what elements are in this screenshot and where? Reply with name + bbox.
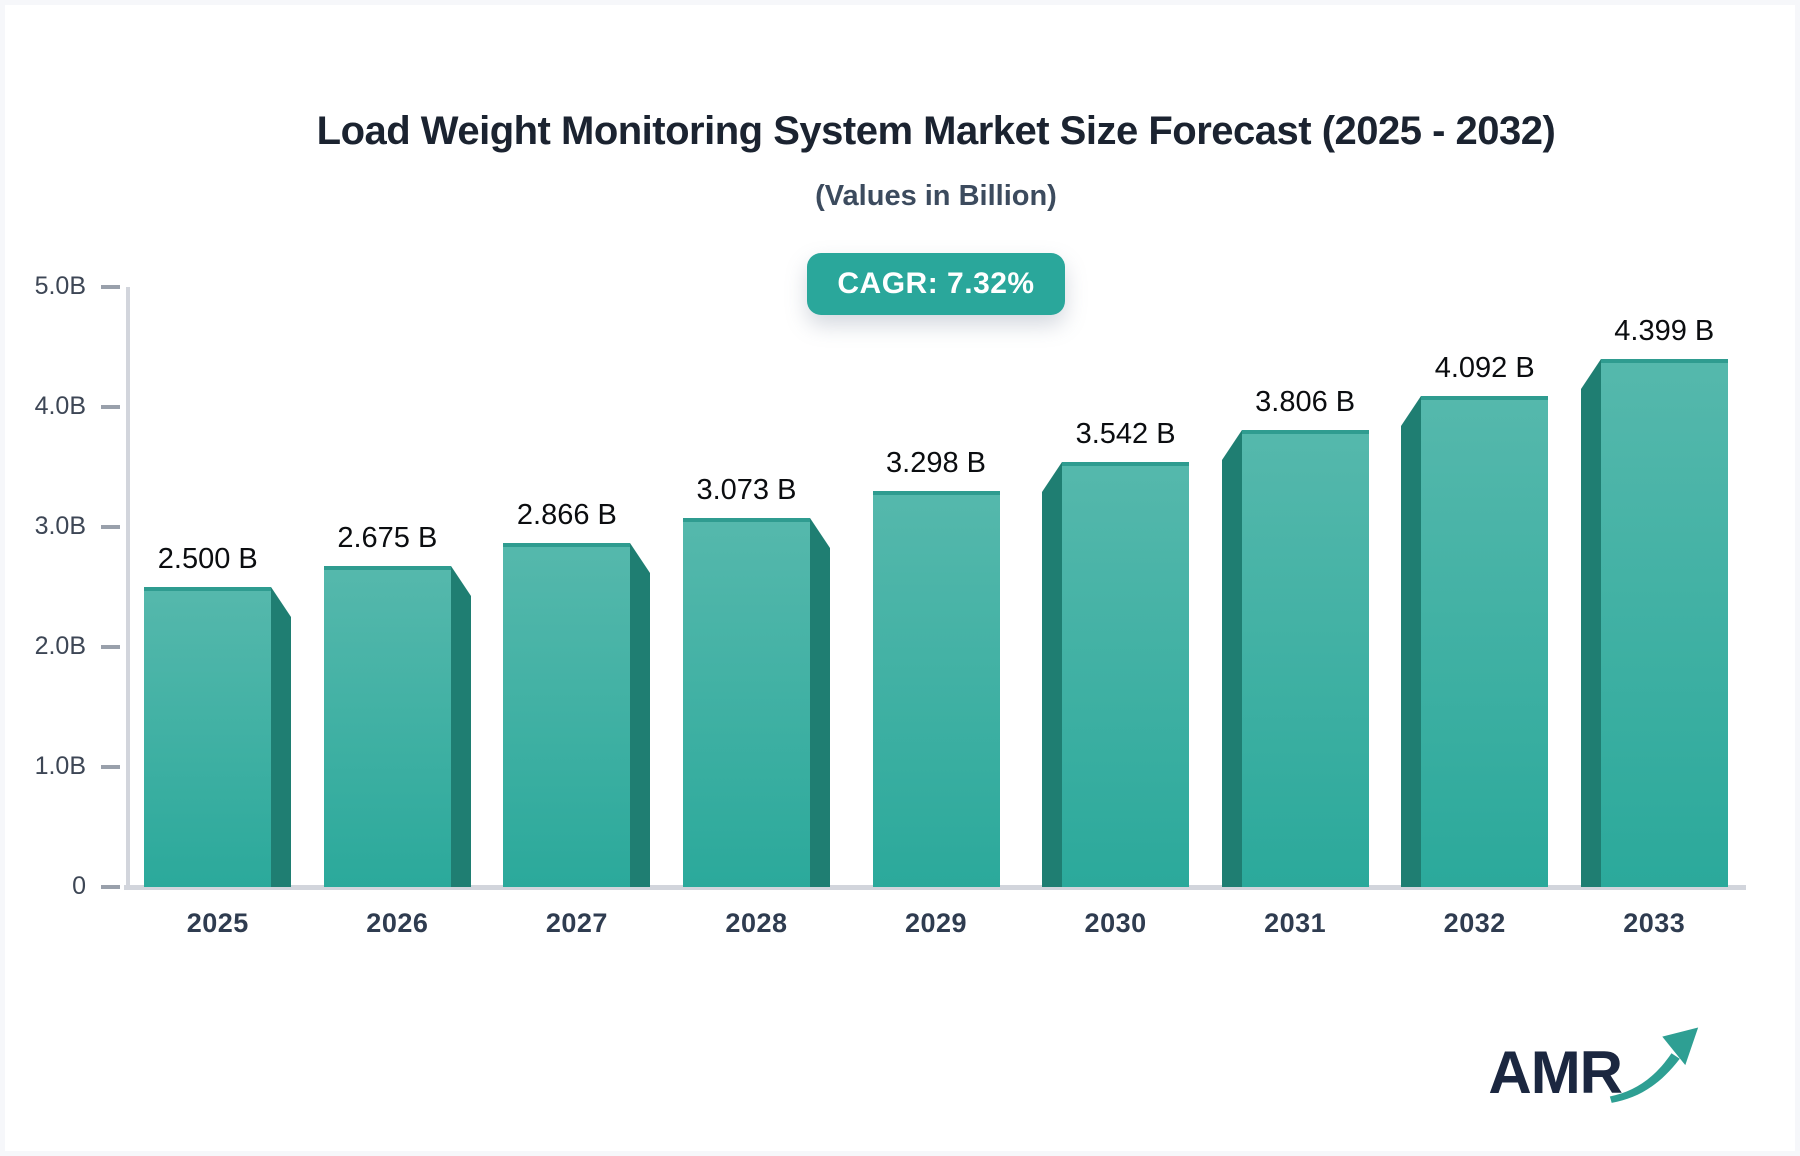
bar-slot-2026: 2.675 B	[308, 522, 488, 887]
bar-2032: 4.092 B	[1401, 352, 1549, 887]
cagr-badge: CAGR: 7.32%	[807, 253, 1065, 315]
y-tick-5.0B	[101, 285, 120, 289]
bar-slot-2028: 3.073 B	[667, 474, 847, 887]
bar-slot-2032: 4.092 B	[1385, 352, 1565, 887]
bar-3d-side	[809, 548, 830, 887]
bar-face	[323, 566, 451, 887]
bar-3d-side	[450, 596, 471, 887]
bar-face	[682, 518, 810, 887]
bars-row: 2.500 B 2.675 B 2.866 B 3.073 B 3.298 B 3.542…	[128, 287, 1744, 887]
x-tick-label-2030: 2030	[1084, 908, 1147, 938]
bar-2026: 2.675 B	[323, 522, 471, 887]
bar-3d-side	[630, 573, 651, 887]
bar-3d-bevel	[809, 518, 830, 548]
bar-chart: 0 1.0B 2.0B 3.0B 4.0B 5.0B 2.500 B 2.675 B 2.86…	[35, 272, 1746, 900]
bar-value-label-2028: 3.073 B	[696, 474, 797, 506]
bar-face	[1062, 462, 1190, 887]
bar-value-label-2027: 2.866 B	[516, 499, 617, 531]
x-tick-label-2025: 2025	[186, 908, 249, 938]
brand-logo: AMR	[1488, 1025, 1700, 1103]
bar-value-label-2026: 2.675 B	[337, 522, 438, 554]
y-tick-0	[101, 885, 120, 889]
bar-3d-bevel	[1401, 396, 1422, 426]
bar-3d-bevel	[450, 566, 471, 596]
y-tick-4.0B	[101, 405, 120, 409]
bar-value-label-2025: 2.500 B	[157, 543, 258, 575]
bar-slot-2033: 4.399 B	[1565, 315, 1745, 887]
x-tick-label-2031: 2031	[1264, 908, 1327, 938]
x-tick-label-2032: 2032	[1443, 908, 1506, 938]
brand-logo-text: AMR	[1488, 1039, 1623, 1106]
chart-header: Load Weight Monitoring System Market Siz…	[128, 5, 1744, 315]
y-tick-label-3.0B: 3.0B	[34, 512, 86, 540]
bar-face	[144, 587, 272, 887]
x-axis-labels: 2025 2026 2027 2028 2029 2030 2031 2032 2033	[128, 908, 1744, 939]
bar-2031: 3.806 B	[1221, 386, 1369, 887]
bar-value-label-2030: 3.542 B	[1075, 418, 1176, 450]
y-tick-label-2.0B: 2.0B	[34, 632, 86, 660]
y-axis-line	[126, 287, 130, 889]
y-tick-3.0B	[101, 525, 120, 529]
y-tick-label-4.0B: 4.0B	[34, 392, 86, 420]
bar-2030: 3.542 B	[1042, 418, 1190, 887]
bar-2029: 3.298 B	[863, 447, 1010, 887]
bar-2028: 3.073 B	[682, 474, 830, 887]
x-tick-label-2026: 2026	[366, 908, 429, 938]
bar-slot-2027: 2.866 B	[487, 499, 667, 887]
bar-3d-side	[1042, 492, 1063, 887]
bar-3d-side	[1401, 426, 1422, 887]
x-tick-label-2029: 2029	[904, 908, 968, 938]
bar-2027: 2.866 B	[503, 499, 651, 887]
x-tick-label-2027: 2027	[545, 908, 608, 938]
x-tick-label-2028: 2028	[725, 908, 788, 938]
bar-slot-2031: 3.806 B	[1205, 386, 1385, 887]
y-tick-label-5.0B: 5.0B	[34, 272, 86, 300]
chart-subtitle: (Values in Billion)	[815, 180, 1057, 212]
y-tick-label-0: 0	[72, 872, 86, 900]
bar-slot-2030: 3.542 B	[1026, 418, 1206, 887]
bar-face	[1600, 359, 1728, 887]
bar-value-label-2029: 3.298 B	[886, 447, 987, 479]
chart-card: Load Weight Monitoring System Market Siz…	[5, 5, 1795, 1151]
bar-slot-2029: 3.298 B	[846, 447, 1026, 887]
x-tick-label-2033: 2033	[1623, 908, 1686, 938]
bar-face	[872, 491, 1000, 887]
bar-3d-side	[1221, 460, 1242, 887]
bar-3d-side	[271, 617, 292, 887]
growth-arrow-icon	[1609, 1027, 1699, 1103]
bar-value-label-2032: 4.092 B	[1434, 352, 1535, 384]
bar-3d-bevel	[630, 543, 651, 573]
bar-2033: 4.399 B	[1580, 315, 1728, 887]
y-tick-2.0B	[101, 645, 120, 649]
bar-3d-bevel	[1221, 430, 1242, 460]
bar-3d-bevel	[1042, 462, 1063, 492]
bar-3d-bevel	[1580, 359, 1601, 389]
y-tick-1.0B	[101, 765, 120, 769]
bar-face	[1241, 430, 1369, 887]
bar-value-label-2033: 4.399 B	[1614, 315, 1715, 347]
bar-face	[503, 543, 631, 887]
bar-3d-side	[1580, 389, 1601, 887]
bar-2025: 2.500 B	[144, 543, 292, 887]
bar-3d-bevel	[271, 587, 292, 617]
bar-slot-2025: 2.500 B	[128, 543, 308, 887]
bar-face	[1421, 396, 1549, 887]
y-tick-label-1.0B: 1.0B	[34, 752, 86, 780]
bar-value-label-2031: 3.806 B	[1255, 386, 1356, 418]
chart-title: Load Weight Monitoring System Market Siz…	[316, 109, 1556, 153]
x-axis-baseline	[124, 885, 1746, 890]
